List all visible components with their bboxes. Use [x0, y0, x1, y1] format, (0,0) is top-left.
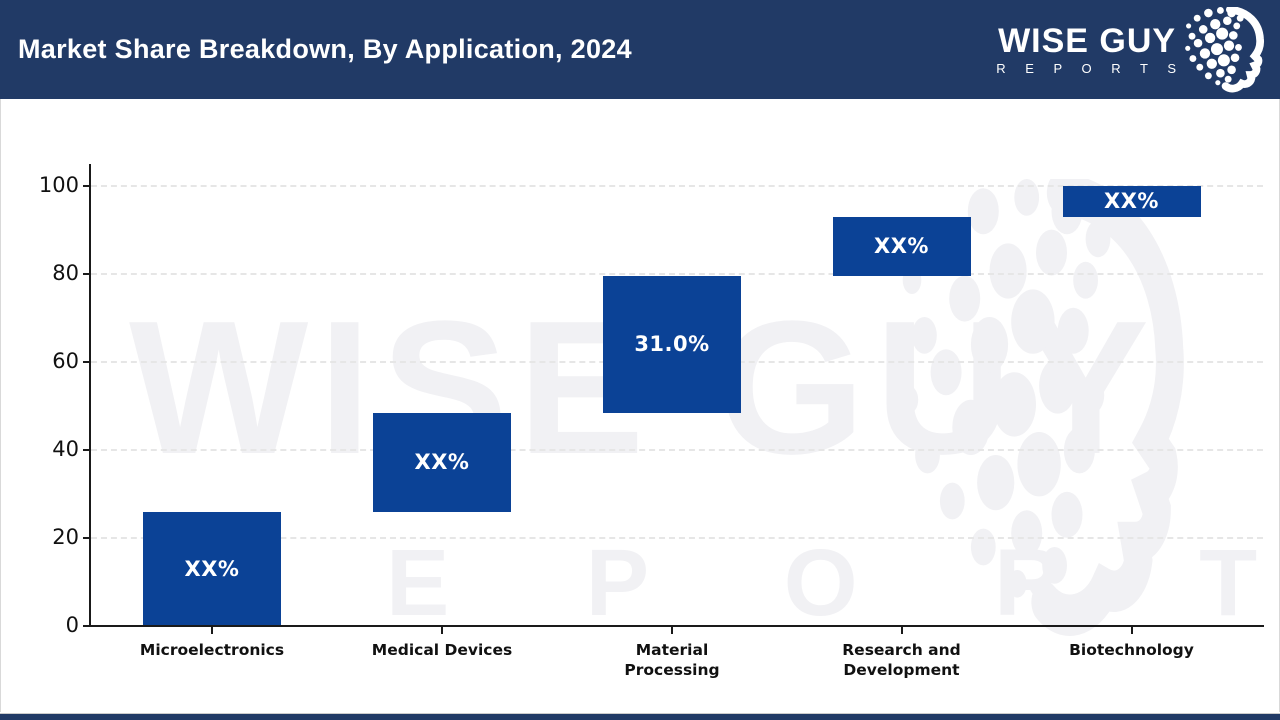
footer-divider [0, 713, 1280, 714]
y-tick-label: 20 [52, 525, 79, 549]
footer-bar [0, 714, 1280, 720]
gridline-80 [91, 273, 1263, 275]
gridline-20 [91, 537, 1263, 539]
bar-value-label: 31.0% [634, 332, 710, 357]
x-category-label: Biotechnology [1069, 641, 1194, 659]
bar-biotechnology: XX% [1062, 186, 1201, 217]
x-axis-line [83, 625, 1264, 627]
y-tick-label: 60 [52, 349, 79, 373]
wiseguy-logo-text: WISE GUY R E P O R T S [990, 24, 1184, 76]
x-tick [671, 627, 673, 634]
y-tick-60 [83, 361, 90, 363]
x-category-label: Medical Devices [371, 641, 513, 659]
y-tick-40 [83, 449, 90, 451]
plot-region: 0 20 40 60 80 100 XX% XX% 31.0% XX% XX% Microelectr… [1, 99, 1279, 712]
bar-value-label: XX% [1104, 189, 1159, 214]
wiseguy-logo: WISE GUY R E P O R T S [990, 6, 1266, 93]
bar-value-label: XX% [414, 450, 470, 475]
y-tick-0 [83, 625, 90, 627]
y-tick-80 [83, 273, 90, 275]
x-category-label: Material Processing [624, 641, 720, 679]
chart-canvas: WISE GUY R E P O R T S 020406080100XX%XX… [0, 99, 1280, 712]
x-tick [1130, 627, 1133, 634]
gridline-40 [91, 449, 1263, 451]
y-tick-100 [83, 185, 90, 187]
bar-research-and-development: XX% [832, 216, 971, 277]
x-category-label: Research and Development [842, 641, 961, 679]
bar-value-label: XX% [874, 234, 929, 259]
y-tick-20 [83, 537, 90, 539]
x-category-label: Microelectronics [139, 641, 285, 659]
y-tick-label: 80 [52, 261, 79, 285]
wiseguy-logo-subtitle: R E P O R T S [996, 60, 1184, 76]
y-tick-label: 0 [65, 613, 79, 637]
bar-material-processing: 31.0% [603, 276, 741, 413]
wiseguy-logo-wordmark: WISE GUY [998, 21, 1177, 60]
y-tick-label: 100 [38, 173, 79, 197]
page-title: Market Share Breakdown, By Application, … [18, 34, 632, 64]
wiseguy-face-icon [1185, 6, 1265, 92]
y-tick-label: 40 [52, 437, 79, 461]
gridline-100 [91, 185, 1263, 187]
bar-medical-devices: XX% [373, 412, 511, 512]
header-bar: Market Share Breakdown, By Application, … [0, 0, 1280, 99]
x-tick [441, 627, 443, 634]
bar-microelectronics: XX% [143, 511, 281, 626]
x-tick [211, 627, 213, 634]
bar-value-label: XX% [184, 556, 240, 581]
x-tick [900, 627, 903, 634]
y-axis-line [89, 164, 91, 627]
